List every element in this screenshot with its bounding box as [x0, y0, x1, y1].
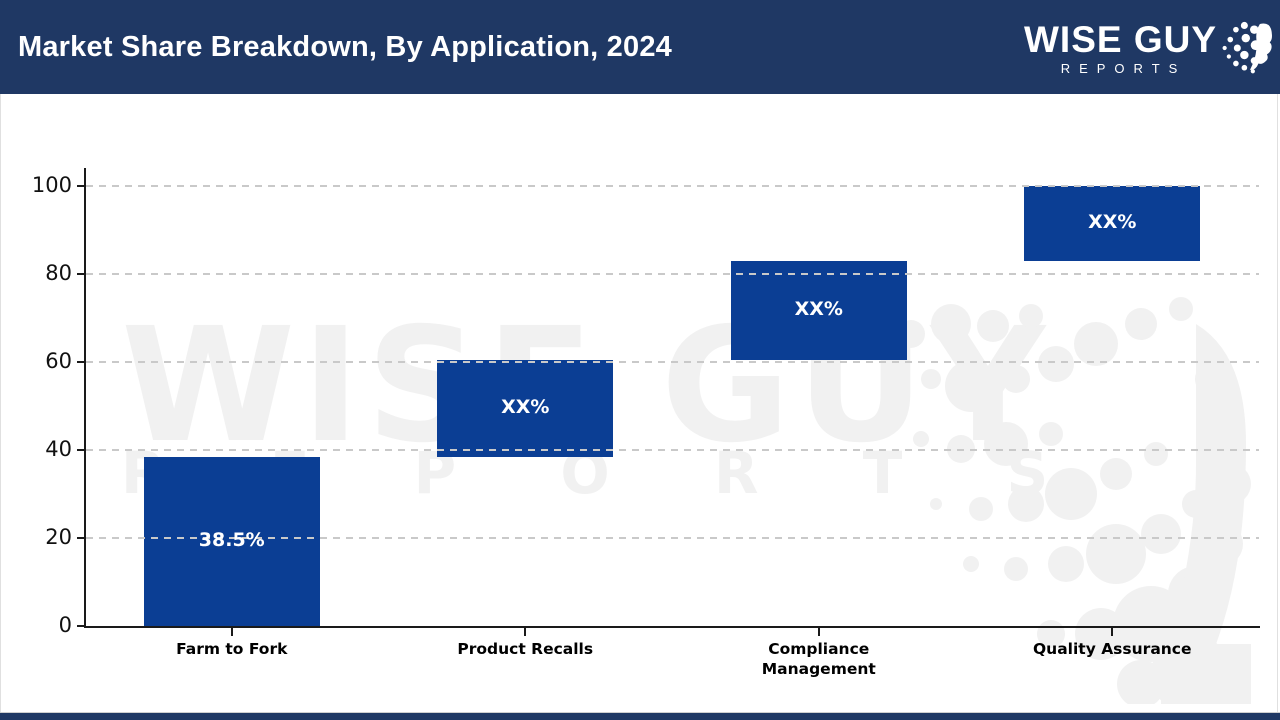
- x-tick-mark: [1111, 628, 1114, 636]
- logo-text: WISE GUY REPORTS: [1024, 18, 1218, 76]
- bar-value-label: XX%: [794, 298, 843, 321]
- y-tick-label: 60: [45, 349, 72, 373]
- footer-bar: [0, 712, 1280, 720]
- y-tick-mark: [77, 625, 85, 627]
- grid-line: [86, 537, 1259, 539]
- x-category-label: Compliance Management: [761, 640, 876, 678]
- bar-value-label: XX%: [1088, 211, 1137, 234]
- grid-line: [86, 185, 1259, 187]
- bar: [1024, 186, 1201, 261]
- y-tick-mark: [77, 361, 85, 363]
- header-bar: Market Share Breakdown, By Application, …: [0, 0, 1280, 94]
- wise-guy-logo: WISE GUY REPORTS: [1024, 8, 1274, 88]
- watermark-head-dots-icon: [897, 297, 1251, 704]
- y-tick-label: 0: [58, 613, 72, 637]
- x-tick-mark: [230, 628, 233, 636]
- y-tick-label: 20: [45, 525, 72, 549]
- bar: [730, 260, 907, 360]
- bar: [437, 359, 614, 457]
- y-tick-mark: [77, 185, 85, 187]
- x-category-label: Product Recalls: [457, 640, 594, 658]
- logo-wordmark: WISE GUY: [1024, 18, 1218, 60]
- chart-title: Market Share Breakdown, By Application, …: [18, 30, 672, 63]
- grid-line: [86, 273, 1259, 275]
- y-tick-label: 100: [31, 173, 72, 197]
- x-category-label: Quality Assurance: [1032, 640, 1192, 658]
- x-category-label: Farm to Fork: [176, 640, 288, 658]
- grid-line: [86, 449, 1259, 451]
- bar-value-label: XX%: [501, 396, 550, 419]
- y-tick-label: 80: [45, 261, 72, 285]
- grid-line: [86, 361, 1259, 363]
- logo-head-dots-icon: [1222, 21, 1273, 74]
- y-tick-label: 40: [45, 437, 72, 461]
- y-axis-line: [84, 168, 86, 628]
- x-tick-mark: [524, 628, 527, 636]
- y-tick-mark: [77, 537, 85, 539]
- logo-subtitle: REPORTS: [1060, 60, 1187, 76]
- x-tick-mark: [817, 628, 820, 636]
- bar-value-label: 38.5%: [198, 529, 265, 552]
- x-axis-line: [84, 626, 1260, 628]
- bar: [143, 456, 320, 626]
- y-tick-mark: [77, 449, 85, 451]
- y-tick-mark: [77, 273, 85, 275]
